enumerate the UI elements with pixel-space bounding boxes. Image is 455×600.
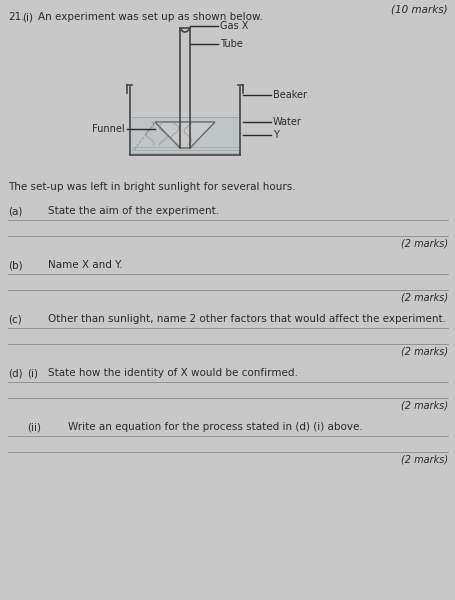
Bar <box>131 117 238 154</box>
Text: (10 marks): (10 marks) <box>390 4 447 14</box>
Text: (2 marks): (2 marks) <box>400 454 447 464</box>
Text: (2 marks): (2 marks) <box>400 346 447 356</box>
Text: An experiment was set up as shown below.: An experiment was set up as shown below. <box>38 12 262 22</box>
Text: Gas X: Gas X <box>219 21 248 31</box>
Text: (2 marks): (2 marks) <box>400 238 447 248</box>
Text: Other than sunlight, name 2 other factors that would affect the experiment.: Other than sunlight, name 2 other factor… <box>48 314 445 324</box>
Text: The set-up was left in bright sunlight for several hours.: The set-up was left in bright sunlight f… <box>8 182 295 192</box>
Text: (i): (i) <box>27 368 38 378</box>
Text: Y: Y <box>273 130 278 140</box>
Text: (a): (a) <box>8 206 22 216</box>
Text: (2 marks): (2 marks) <box>400 400 447 410</box>
Text: (d): (d) <box>8 368 23 378</box>
Text: Tube: Tube <box>219 39 243 49</box>
Text: (i): (i) <box>22 12 33 22</box>
Text: Write an equation for the process stated in (d) (i) above.: Write an equation for the process stated… <box>68 422 362 432</box>
Text: Beaker: Beaker <box>273 90 306 100</box>
Text: Funnel: Funnel <box>92 124 125 134</box>
Text: (b): (b) <box>8 260 23 270</box>
Text: Water: Water <box>273 117 301 127</box>
Text: 21.: 21. <box>8 12 25 22</box>
Text: (2 marks): (2 marks) <box>400 292 447 302</box>
Text: (ii): (ii) <box>27 422 41 432</box>
Text: Name X and Y.: Name X and Y. <box>48 260 122 270</box>
Text: (c): (c) <box>8 314 22 324</box>
Text: State the aim of the experiment.: State the aim of the experiment. <box>48 206 219 216</box>
Polygon shape <box>155 122 214 148</box>
Text: State how the identity of X would be confirmed.: State how the identity of X would be con… <box>48 368 297 378</box>
